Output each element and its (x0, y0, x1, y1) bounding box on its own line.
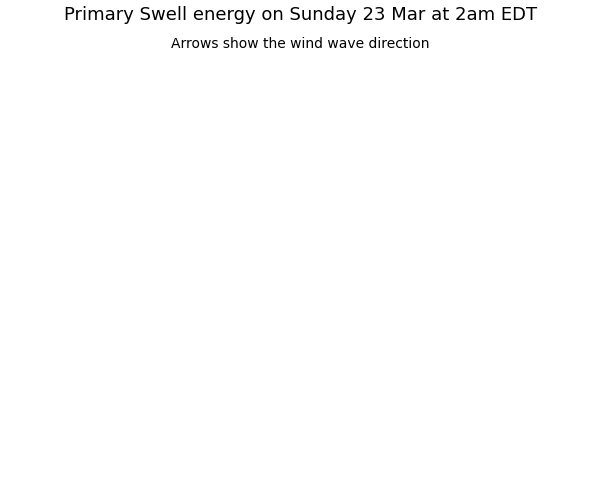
Text: Arrows show the wind wave direction: Arrows show the wind wave direction (171, 37, 430, 51)
Text: cartopy required: cartopy required (219, 263, 382, 282)
Text: Primary Swell energy on Sunday 23 Mar at 2am EDT: Primary Swell energy on Sunday 23 Mar at… (64, 6, 537, 23)
